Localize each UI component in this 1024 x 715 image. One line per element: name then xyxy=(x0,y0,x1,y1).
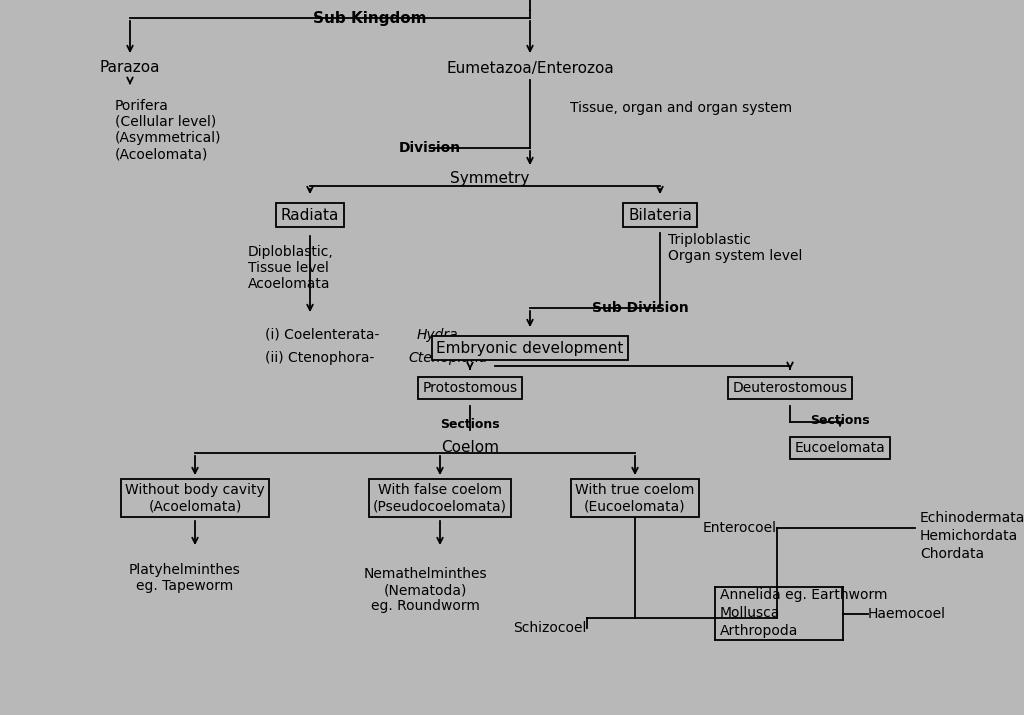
Text: Haemocoel: Haemocoel xyxy=(868,607,946,621)
Text: Protostomous: Protostomous xyxy=(423,381,517,395)
Text: Bilateria: Bilateria xyxy=(628,207,692,222)
Text: Sub Division: Sub Division xyxy=(592,301,688,315)
Text: Porifera
(Cellular level)
(Asymmetrical)
(Acoelomata): Porifera (Cellular level) (Asymmetrical)… xyxy=(115,99,221,162)
Text: Radiata: Radiata xyxy=(281,207,339,222)
Text: Schizocoel: Schizocoel xyxy=(514,621,587,635)
Text: Triploblastic
Organ system level: Triploblastic Organ system level xyxy=(668,233,803,263)
Text: Hemichordata: Hemichordata xyxy=(920,529,1018,543)
Text: Diploblastic,
Tissue level
Acoelomata: Diploblastic, Tissue level Acoelomata xyxy=(248,245,334,291)
Text: Sections: Sections xyxy=(810,413,869,427)
Text: Hydra: Hydra xyxy=(417,328,459,342)
Text: Enterocoel: Enterocoel xyxy=(703,521,777,535)
Text: Mollusca: Mollusca xyxy=(720,606,780,620)
Text: With false coelom
(Pseudocoelomata): With false coelom (Pseudocoelomata) xyxy=(373,483,507,513)
Text: Ctenoplana: Ctenoplana xyxy=(408,351,487,365)
Text: Sub Kingdom: Sub Kingdom xyxy=(313,11,427,26)
Text: Nemathelminthes
(Nematoda)
eg. Roundworm: Nemathelminthes (Nematoda) eg. Roundworm xyxy=(364,567,486,613)
Text: Echinodermata: Echinodermata xyxy=(920,511,1024,525)
Text: Embryonic development: Embryonic development xyxy=(436,340,624,355)
Text: Chordata: Chordata xyxy=(920,547,984,561)
Text: Parazoa: Parazoa xyxy=(99,61,160,76)
Text: Platyhelminthes
eg. Tapeworm: Platyhelminthes eg. Tapeworm xyxy=(129,563,241,593)
Text: Tissue, organ and organ system: Tissue, organ and organ system xyxy=(570,101,793,115)
Text: Coelom: Coelom xyxy=(441,440,499,455)
Text: Without body cavity
(Acoelomata): Without body cavity (Acoelomata) xyxy=(125,483,265,513)
Text: Eumetazoa/Enterozoa: Eumetazoa/Enterozoa xyxy=(446,61,613,76)
Text: Deuterostomous: Deuterostomous xyxy=(732,381,848,395)
Text: Division: Division xyxy=(399,141,461,155)
Text: With true coelom
(Eucoelomata): With true coelom (Eucoelomata) xyxy=(575,483,694,513)
Text: (ii) Ctenophora-: (ii) Ctenophora- xyxy=(265,351,375,365)
Text: (i) Coelenterata-: (i) Coelenterata- xyxy=(265,328,379,342)
Text: Eucoelomata: Eucoelomata xyxy=(795,441,886,455)
Text: Annelida eg. Earthworm: Annelida eg. Earthworm xyxy=(720,588,888,602)
Text: Sections: Sections xyxy=(440,418,500,431)
Text: Symmetry: Symmetry xyxy=(451,170,529,185)
Text: Arthropoda: Arthropoda xyxy=(720,624,799,638)
